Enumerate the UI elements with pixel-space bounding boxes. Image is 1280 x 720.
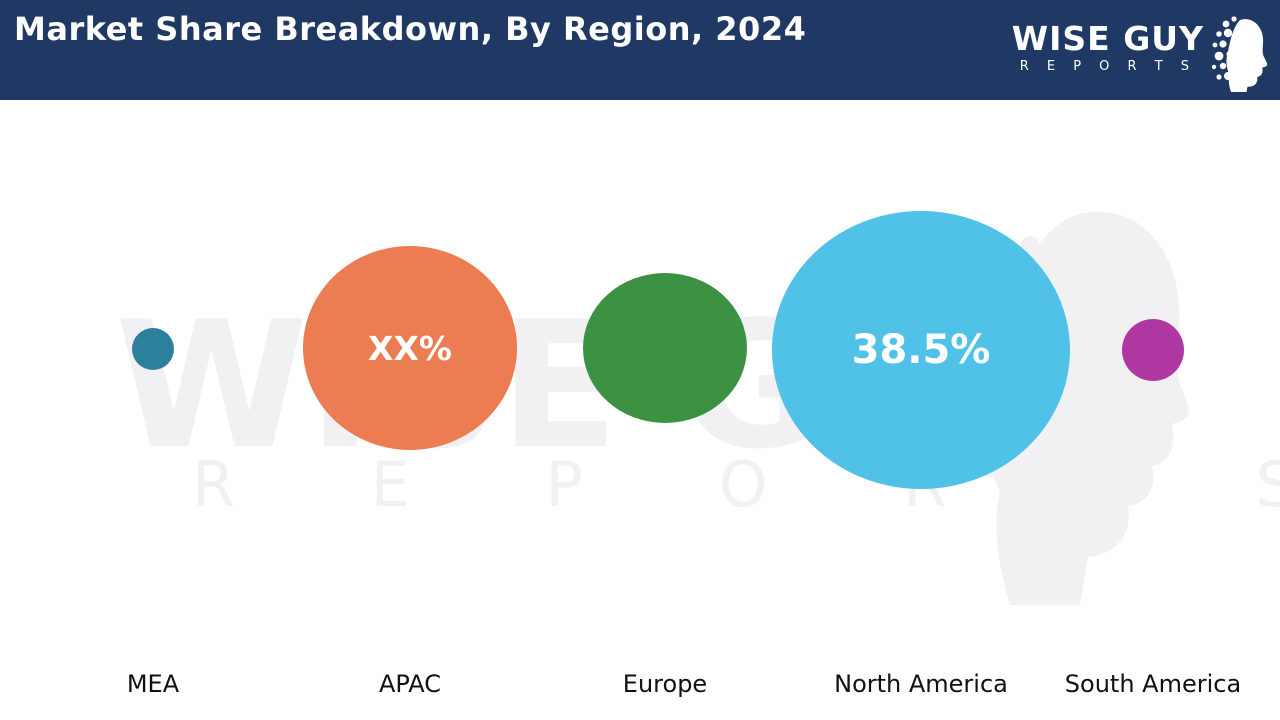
category-label-mea: MEA: [126, 670, 180, 698]
bubble-value-label-north-america: 38.5%: [851, 327, 991, 373]
bubble-apac: XX%: [303, 246, 517, 450]
bubble-south-america: [1122, 319, 1184, 381]
bubble-value-label-apac: XX%: [368, 328, 452, 368]
page-title: Market Share Breakdown, By Region, 2024: [14, 10, 807, 48]
brand-logo: WISE GUY R E P O R T S: [1012, 14, 1268, 92]
bubble-mea: [132, 328, 174, 370]
header-bar: Market Share Breakdown, By Region, 2024 …: [0, 0, 1280, 100]
bubble-europe: [583, 273, 747, 423]
category-label-north-america: North America: [834, 670, 1008, 698]
bubble-north-america: 38.5%: [772, 211, 1070, 489]
category-label-apac: APAC: [378, 670, 442, 698]
logo-subtext: R E P O R T S: [1019, 59, 1197, 74]
logo-wordmark: WISE GUY: [1011, 19, 1204, 58]
category-label-south-america: South America: [1064, 670, 1242, 698]
logo-head-icon: [1211, 16, 1268, 92]
brand-logo-text: WISE GUY R E P O R T S: [1012, 22, 1204, 74]
category-label-europe: Europe: [622, 670, 708, 698]
